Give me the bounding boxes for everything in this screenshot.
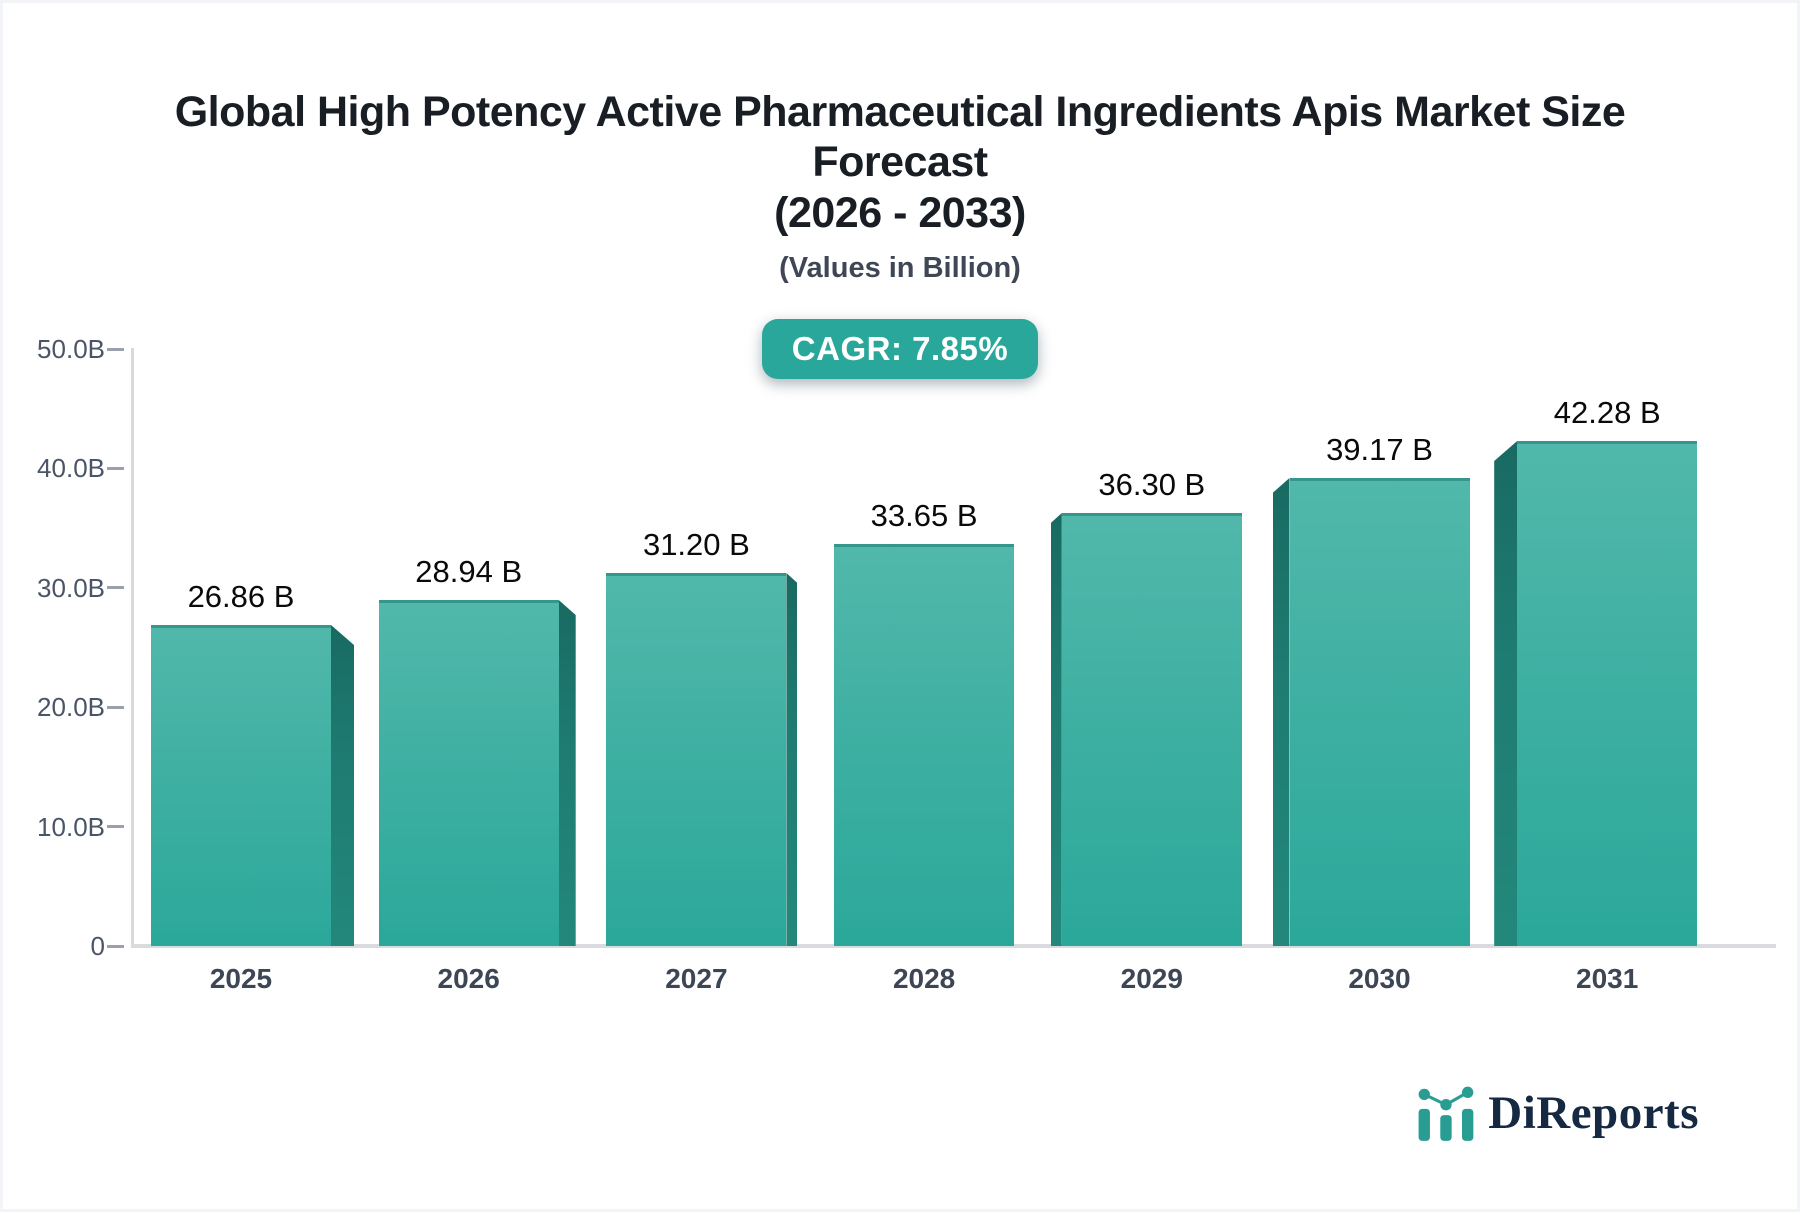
bar-2026[interactable]: [378, 600, 559, 946]
bar-3d-side: [786, 573, 798, 946]
bar-2027[interactable]: [606, 573, 787, 946]
chart-title-line2: (2026 - 2033): [774, 188, 1026, 237]
y-tick-mark: [107, 944, 124, 948]
x-tick-label: 2028: [892, 963, 956, 994]
x-tick-label: 2027: [665, 963, 728, 994]
bar-2029[interactable]: [1061, 513, 1242, 946]
x-tick-label: 2026: [437, 963, 500, 994]
bar-2030[interactable]: [1289, 478, 1470, 946]
bar-3d-side: [558, 600, 576, 946]
y-tick-label: 30.0B: [37, 572, 105, 603]
bar-chart-plot: 0 10.0B 20.0B 30.0B 40.0B 50.0B 26.86 B 2025 28…: [3, 3, 1800, 1215]
x-tick-label: 2030: [1348, 963, 1411, 994]
y-tick-label: 40.0B: [37, 453, 105, 484]
bar-value-label: 39.17 B: [1326, 432, 1433, 467]
bar-3d-side: [331, 625, 354, 946]
y-tick-mark: [107, 825, 124, 829]
y-tick-label: 0: [90, 931, 105, 961]
cagr-badge: CAGR: 7.85%: [761, 318, 1039, 379]
chart-title: Global High Potency Active Pharmaceutica…: [93, 87, 1707, 238]
bar-value-label: 31.20 B: [642, 527, 750, 562]
bar-value-label: 33.65 B: [870, 498, 978, 533]
y-tick-mark: [107, 466, 124, 470]
bar-3d-side: [1494, 441, 1518, 946]
x-axis-baseline: [131, 944, 1776, 948]
y-tick-mark: [107, 586, 124, 590]
bar-2025[interactable]: [151, 625, 331, 946]
bar-value-label: 28.94 B: [415, 554, 523, 589]
y-tick-label: 10.0B: [37, 811, 105, 842]
y-tick-label: 20.0B: [37, 692, 105, 723]
y-tick-mark: [107, 347, 124, 351]
y-tick-mark: [107, 705, 124, 709]
bar-value-label: 36.30 B: [1098, 467, 1206, 502]
chart-subtitle: (Values in Billion): [779, 251, 1021, 284]
bar-value-label: 42.28 B: [1553, 395, 1661, 430]
direports-logo: DiReports: [1416, 1083, 1699, 1143]
chart-title-line1: Global High Potency Active Pharmaceutica…: [174, 88, 1626, 187]
x-tick-label: 2031: [1576, 963, 1639, 994]
logo-text: DiReports: [1488, 1086, 1699, 1139]
bar-3d-side: [1272, 478, 1290, 946]
mini-bar-line-chart-icon: [1418, 1086, 1474, 1141]
bar-3d-side: [1050, 513, 1062, 946]
y-axis-line: [131, 348, 134, 946]
x-tick-label: 2025: [209, 963, 273, 994]
bar-value-label: 26.86 B: [187, 579, 295, 614]
bar-2028[interactable]: [834, 544, 1015, 946]
y-tick-label: 50.0B: [37, 334, 105, 364]
x-tick-label: 2029: [1120, 963, 1183, 994]
chart-header: Global High Potency Active Pharmaceutica…: [3, 87, 1797, 379]
bar-2031[interactable]: [1517, 441, 1698, 946]
